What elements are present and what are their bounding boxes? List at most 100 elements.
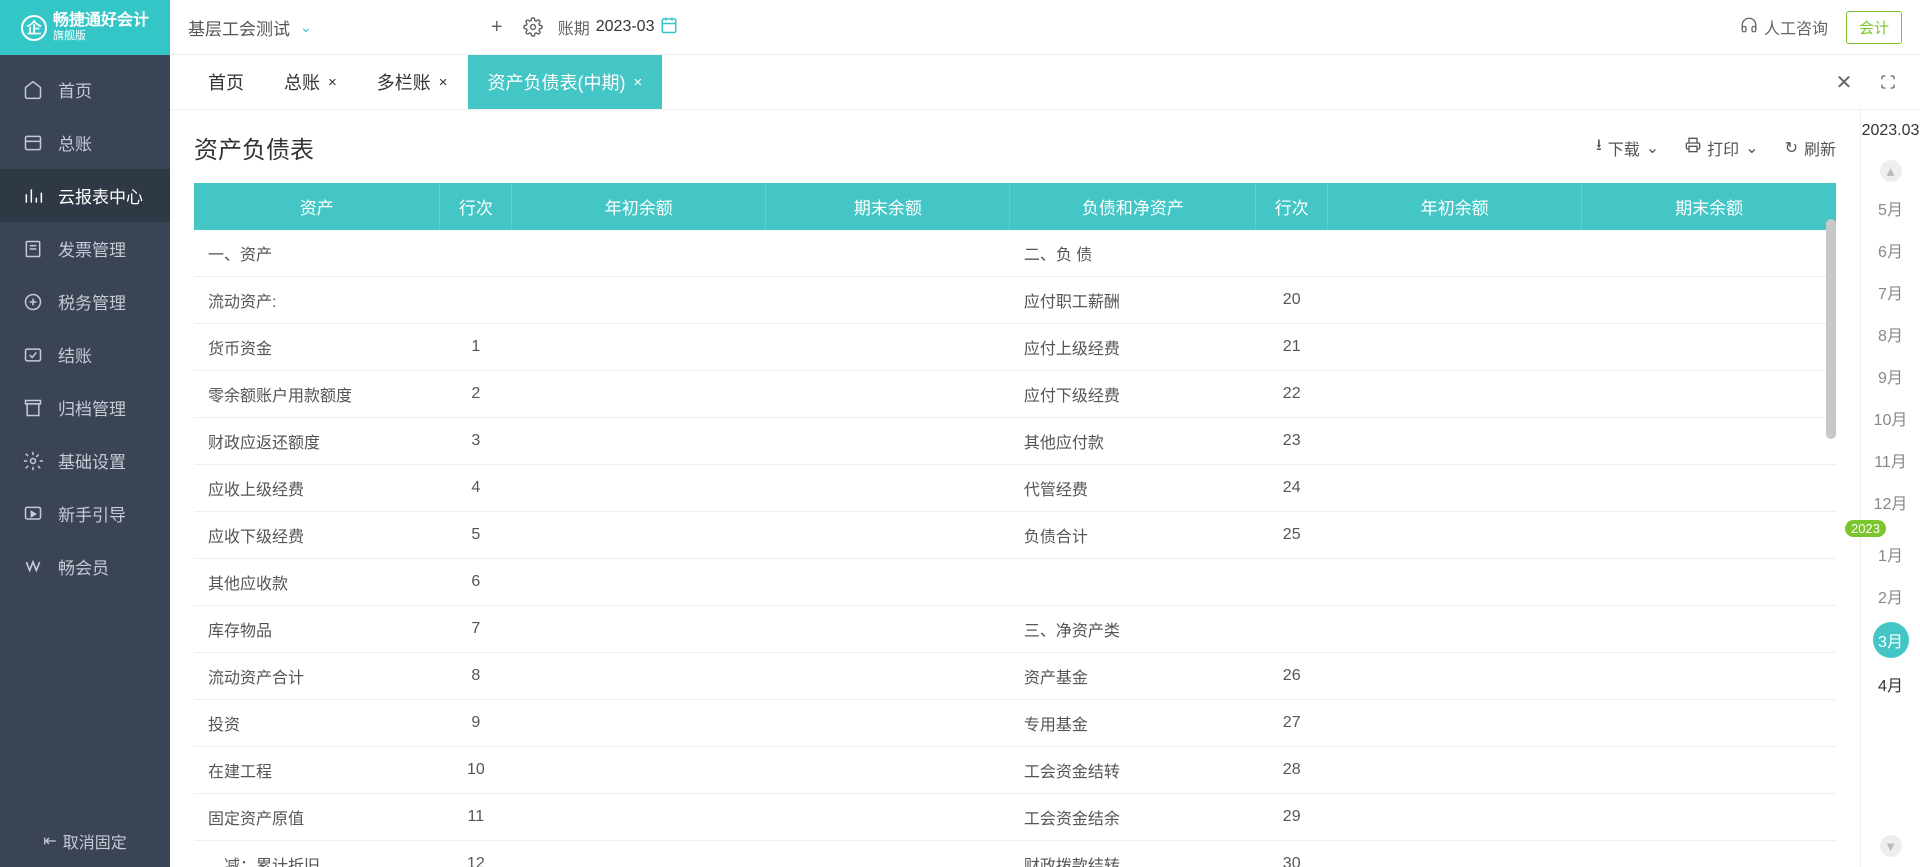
table-row: 减：累计折旧12财政拨款结转30 — [194, 841, 1836, 867]
tab[interactable]: 资产负债表(中期) × — [468, 55, 663, 109]
cell-yend — [766, 371, 1010, 418]
calendar-icon — [660, 16, 678, 39]
period-value: 2023-03 — [596, 18, 655, 36]
tabs-bar: 首页总账× 多栏账 × 资产负债表(中期) × ✕ — [170, 55, 1920, 110]
print-button[interactable]: 打印 ⌄ — [1685, 136, 1758, 160]
cell-yend — [766, 841, 1010, 867]
cell-ybeg — [512, 371, 766, 418]
download-icon: ⭳ — [1596, 134, 1602, 161]
tab[interactable]: 多栏账 × — [357, 55, 468, 109]
cell-ybeg — [512, 700, 766, 747]
add-icon[interactable]: + — [486, 16, 508, 38]
cell-row2: 27 — [1256, 700, 1328, 747]
close-icon[interactable]: × — [634, 74, 643, 91]
topbar: 基层工会测试 ⌄ + 账期 2023-03 人工咨询 — [170, 0, 1920, 55]
month-option[interactable]: 4月 — [1861, 668, 1920, 700]
nav-label: 首页 — [58, 77, 92, 102]
fullscreen-icon[interactable] — [1874, 68, 1902, 96]
nav-item-ledger[interactable]: 总账 — [0, 116, 170, 169]
cell-ybeg — [512, 794, 766, 841]
unpin-button[interactable]: ⇤ 取消固定 — [0, 815, 170, 867]
refresh-button[interactable]: ↻ 刷新 — [1785, 136, 1836, 160]
manual-help[interactable]: 人工咨询 — [1740, 15, 1828, 39]
cell-liab: 应付上级经费 — [1010, 324, 1256, 371]
month-option[interactable]: 8月 — [1861, 318, 1920, 350]
table-row: 流动资产合计8资产基金26 — [194, 653, 1836, 700]
period-selector[interactable]: 账期 2023-03 — [558, 15, 679, 39]
close-tab-icon[interactable]: ✕ — [1830, 68, 1858, 96]
cell-row: 6 — [440, 559, 512, 606]
nav-label: 结账 — [58, 342, 92, 367]
close-icon[interactable]: × — [439, 74, 448, 91]
sidebar: 企 畅捷通好会计 旗舰版 首页总账云报表中心发票管理税务管理结账归档管理基础设置… — [0, 0, 170, 867]
logo-sub: 旗舰版 — [53, 31, 149, 42]
tab[interactable]: 总账× — [264, 55, 357, 109]
scroll-up-icon[interactable]: ▲ — [1880, 160, 1902, 182]
month-option[interactable]: 10月 — [1861, 402, 1920, 434]
col-row1: 行次 — [440, 183, 512, 230]
month-option[interactable]: 2月 — [1861, 580, 1920, 612]
month-option[interactable]: 3月 — [1873, 622, 1909, 658]
cell-liab: 三、净资产类 — [1010, 606, 1256, 653]
cell-lbeg — [1328, 559, 1582, 606]
cell-yend — [766, 700, 1010, 747]
scrollbar-thumb[interactable] — [1826, 219, 1836, 439]
nav-item-tax[interactable]: 税务管理 — [0, 275, 170, 328]
cell-lbeg — [1328, 371, 1582, 418]
balance-sheet-table: 资产 行次 年初余额 期末余额 负债和净资产 行次 年初余额 期末余额 一、资产… — [194, 183, 1836, 867]
cell-row — [440, 277, 512, 324]
cell-row2: 28 — [1256, 747, 1328, 794]
nav-label: 总账 — [58, 130, 92, 155]
cell-row2: 30 — [1256, 841, 1328, 867]
tab-label: 资产负债表(中期) — [488, 69, 626, 95]
nav-item-home[interactable]: 首页 — [0, 63, 170, 116]
home-icon — [22, 79, 44, 101]
month-option[interactable]: 11月 — [1861, 444, 1920, 476]
close-icon[interactable]: × — [328, 74, 337, 91]
side-period: 2023.03 — [1862, 122, 1920, 140]
cell-asset: 应收上级经费 — [194, 465, 440, 512]
cell-lend — [1582, 606, 1836, 653]
col-ybeg: 年初余额 — [512, 183, 766, 230]
nav-item-archive[interactable]: 归档管理 — [0, 381, 170, 434]
cell-lbeg — [1328, 324, 1582, 371]
tab[interactable]: 首页 — [188, 55, 264, 109]
invoice-icon — [22, 238, 44, 260]
nav-item-guide[interactable]: 新手引导 — [0, 487, 170, 540]
cell-row2: 26 — [1256, 653, 1328, 700]
org-selector[interactable]: 基层工会测试 ⌄ — [188, 15, 312, 40]
scroll-down-icon[interactable]: ▼ — [1880, 835, 1902, 857]
cell-yend — [766, 559, 1010, 606]
role-button[interactable]: 会计 — [1846, 11, 1902, 44]
tab-label: 多栏账 — [377, 69, 431, 95]
cell-lbeg — [1328, 794, 1582, 841]
table-row: 库存物品7三、净资产类 — [194, 606, 1836, 653]
nav-item-invoice[interactable]: 发票管理 — [0, 222, 170, 275]
cell-asset: 减：累计折旧 — [194, 841, 440, 867]
cell-row2: 29 — [1256, 794, 1328, 841]
month-option[interactable]: 6月 — [1861, 234, 1920, 266]
scrollbar[interactable] — [1826, 219, 1836, 867]
nav-item-close[interactable]: 结账 — [0, 328, 170, 381]
month-option[interactable]: 5月 — [1861, 192, 1920, 224]
close-icon — [22, 344, 44, 366]
gear-icon[interactable] — [522, 16, 544, 38]
nav-item-gear[interactable]: 基础设置 — [0, 434, 170, 487]
cell-row2: 23 — [1256, 418, 1328, 465]
nav-item-vip[interactable]: 畅会员 — [0, 540, 170, 593]
col-lbeg: 年初余额 — [1328, 183, 1582, 230]
cell-ybeg — [512, 606, 766, 653]
cell-asset: 其他应收款 — [194, 559, 440, 606]
month-option[interactable]: 7月 — [1861, 276, 1920, 308]
nav-label: 基础设置 — [58, 448, 126, 473]
cell-row2 — [1256, 559, 1328, 606]
month-option[interactable]: 12月 — [1861, 486, 1920, 518]
cell-asset: 应收下级经费 — [194, 512, 440, 559]
cell-lend — [1582, 324, 1836, 371]
nav-item-chart[interactable]: 云报表中心 — [0, 169, 170, 222]
org-name: 基层工会测试 — [188, 15, 290, 40]
month-option[interactable]: 9月 — [1861, 360, 1920, 392]
month-option[interactable]: 1月 — [1861, 538, 1920, 570]
download-button[interactable]: ⭳ 下载 ⌄ — [1596, 134, 1659, 161]
cell-row2: 21 — [1256, 324, 1328, 371]
